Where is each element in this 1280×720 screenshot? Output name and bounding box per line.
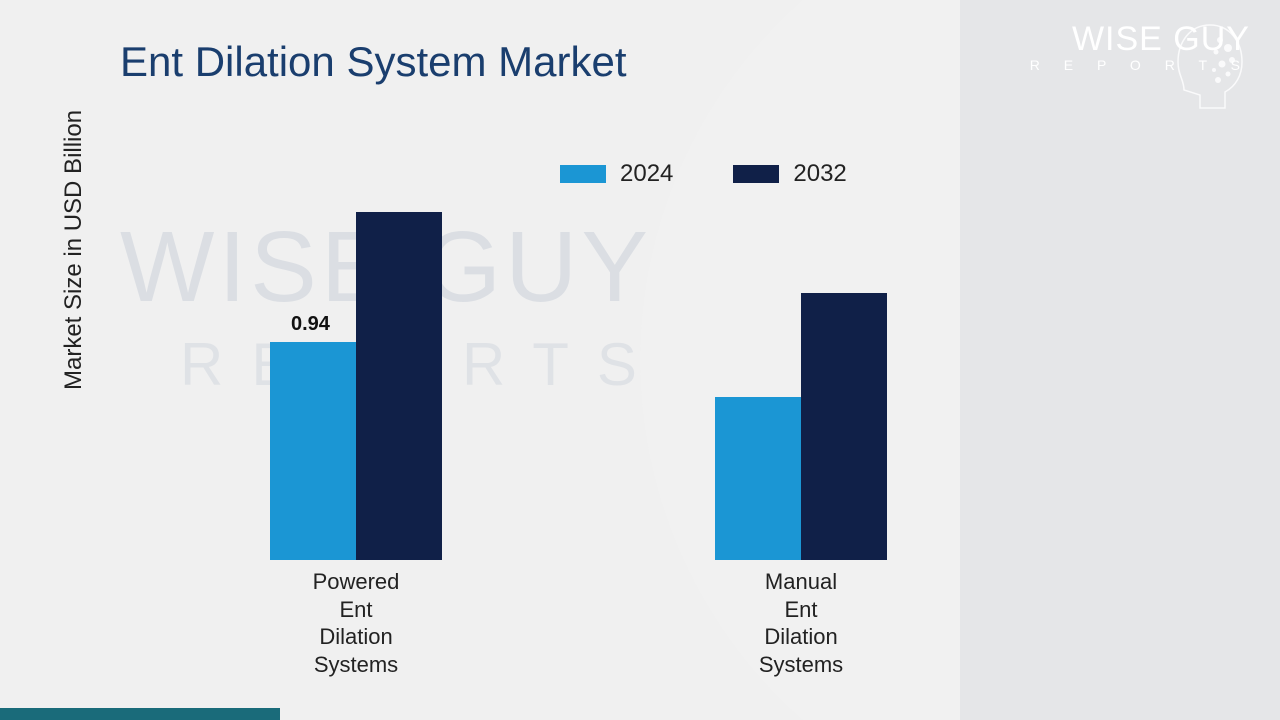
legend-label-2024: 2024 [620, 160, 673, 188]
brand-head-icon [1170, 20, 1250, 110]
plot-area: 0.94PoweredEntDilationSystemsManualEntDi… [100, 200, 960, 560]
legend-swatch-2024 [560, 165, 606, 183]
bar-value-label: 0.94 [291, 313, 330, 336]
brand-logo: WISE GUY R E P O R T S [1030, 20, 1250, 73]
bottom-accent-strip [0, 708, 280, 720]
bar [356, 212, 442, 560]
chart-title: Ent Dilation System Market [120, 38, 627, 86]
yaxis-label: Market Size in USD Billion [60, 110, 88, 390]
legend-item-2024: 2024 [560, 160, 673, 188]
x-tick-label: PoweredEntDilationSystems [266, 560, 446, 678]
legend: 2024 2032 [560, 160, 847, 188]
bar [270, 342, 356, 560]
x-tick-label: ManualEntDilationSystems [711, 560, 891, 678]
legend-swatch-2032 [733, 165, 779, 183]
legend-label-2032: 2032 [793, 160, 846, 188]
bar [715, 397, 801, 560]
bar [801, 293, 887, 560]
stage: WISE GUY R E P O R T S Ent Dilation Syst… [0, 0, 1280, 720]
legend-item-2032: 2032 [733, 160, 846, 188]
